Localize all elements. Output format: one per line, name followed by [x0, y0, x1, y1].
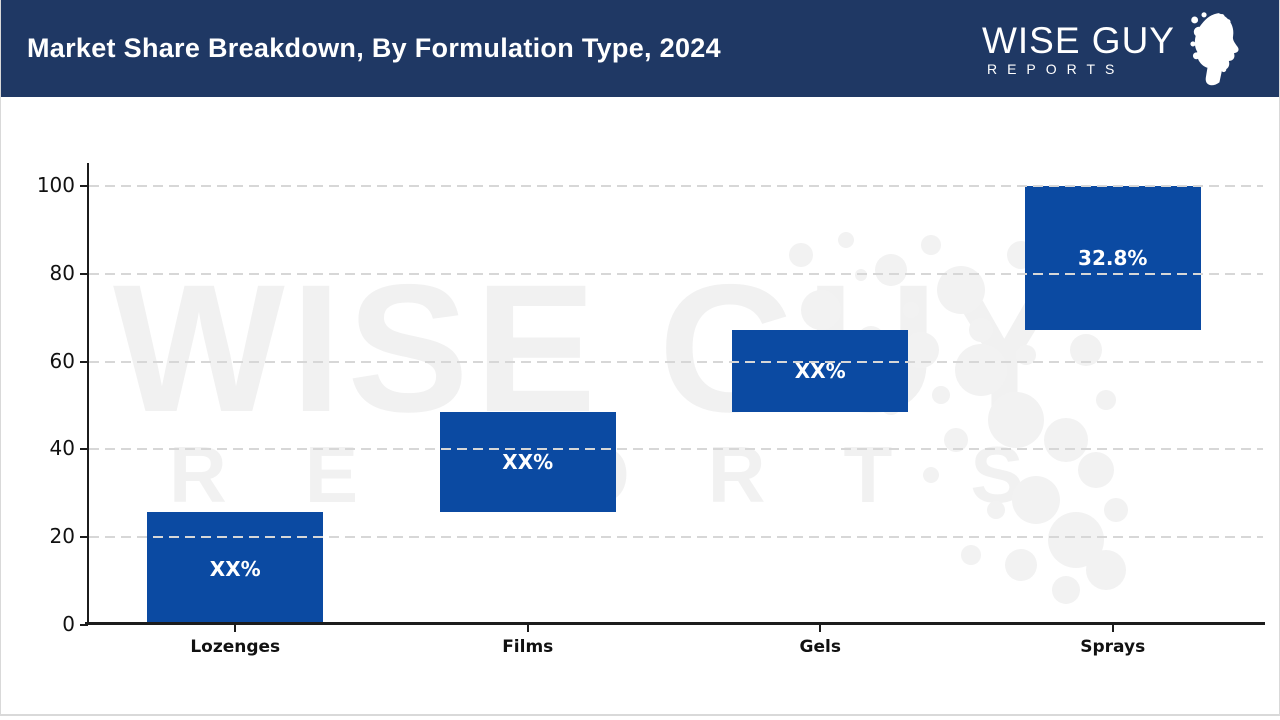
wise-guy-logo: WISE GUY REPORTS	[982, 8, 1253, 90]
bar-value-label: XX%	[209, 556, 261, 581]
gridline-20	[89, 536, 1263, 539]
bar-gels: XX%	[732, 330, 909, 413]
logo-subtext: REPORTS	[986, 60, 1125, 77]
x-tick	[234, 625, 237, 632]
x-axis-label: Sprays	[1080, 637, 1146, 657]
logo-wordmark: WISE GUY	[981, 19, 1175, 61]
y-tick-label: 100	[36, 173, 75, 197]
bar-value-label: XX%	[794, 359, 846, 384]
y-tick-label: 20	[49, 524, 75, 549]
x-tick	[1111, 625, 1114, 632]
y-axis-line	[87, 163, 89, 625]
x-axis-labels: Lozenges Films Gels Sprays	[89, 637, 1259, 657]
y-tick	[80, 448, 88, 451]
x-axis-label: Lozenges	[190, 637, 281, 657]
x-axis-label: Gels	[799, 637, 841, 657]
bar-value-label: 32.8%	[1078, 246, 1148, 270]
bar-sprays: 32.8%	[1024, 186, 1201, 330]
plot-area: XX% XX% XX% 32.8%	[89, 185, 1263, 625]
bar-value-label: XX%	[502, 450, 554, 475]
gridline-40	[89, 448, 1263, 451]
y-tick-label: 60	[49, 348, 75, 373]
logo-text: WISE GUY REPORTS	[982, 22, 1175, 76]
gridline-60	[89, 360, 1263, 363]
gridline-100	[89, 185, 1263, 187]
x-axis-label: Films	[502, 637, 554, 657]
gridline-80	[89, 272, 1263, 275]
y-tick	[80, 624, 88, 626]
y-tick	[80, 185, 88, 187]
bar-lozenges: XX%	[147, 512, 324, 625]
wise-guy-head-icon	[1190, 11, 1239, 85]
y-tick	[80, 272, 88, 275]
y-tick	[80, 360, 88, 363]
chart-region: WISE GUY REPORTS XX% XX% XX% 32.8% Lozenges…	[1, 97, 1279, 714]
header: Market Share Breakdown, By Formulation T…	[1, 0, 1279, 97]
x-tick	[526, 625, 529, 632]
y-tick-label: 40	[49, 436, 75, 461]
bar-films: XX%	[439, 412, 616, 513]
y-tick-label: 0	[62, 612, 75, 636]
y-tick-label: 80	[49, 260, 75, 285]
x-tick	[819, 625, 822, 632]
y-tick	[80, 536, 88, 539]
x-axis-line	[85, 622, 1265, 625]
page-title: Market Share Breakdown, By Formulation T…	[27, 33, 721, 63]
